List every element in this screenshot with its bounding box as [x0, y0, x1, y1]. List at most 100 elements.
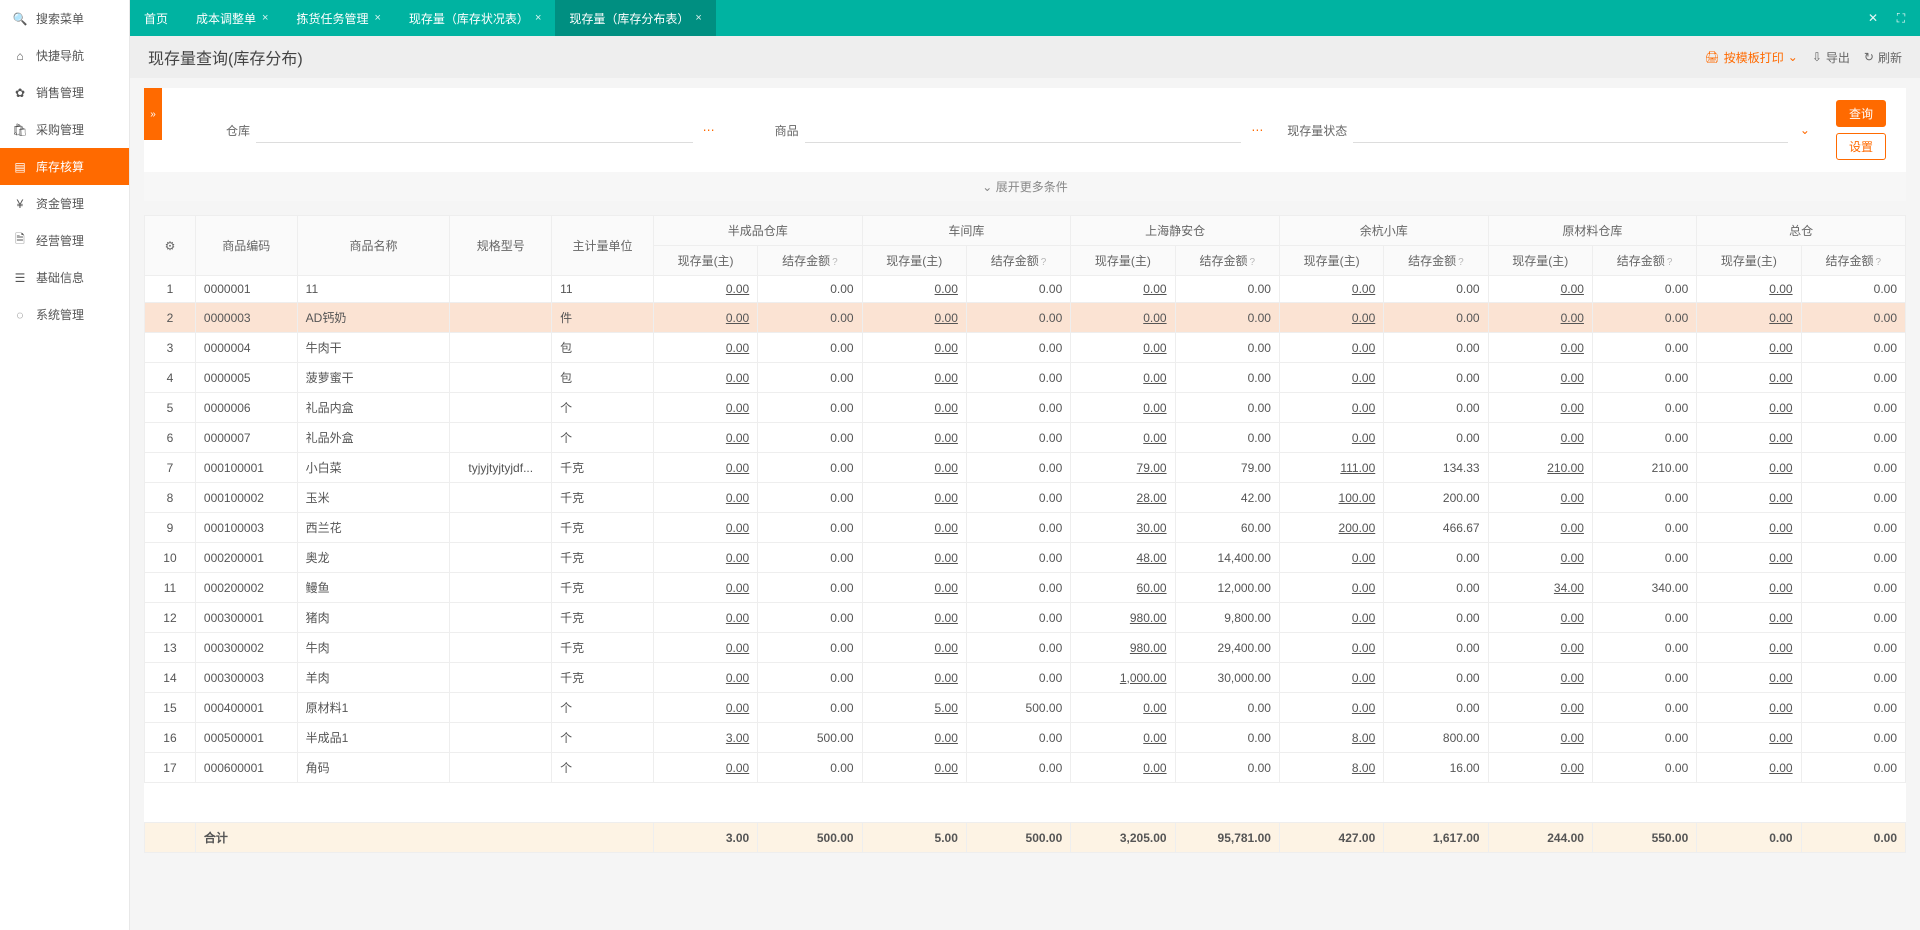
cell-qty[interactable]: 0.00 [1279, 693, 1383, 723]
sidebar-item-8[interactable]: ◌系统管理 [0, 296, 129, 333]
cell-qty[interactable]: 0.00 [653, 573, 757, 603]
cell-qty[interactable]: 0.00 [862, 663, 966, 693]
cell-qty[interactable]: 0.00 [1279, 663, 1383, 693]
table-row[interactable]: 2 0000003 AD钙奶 件0.000.000.000.000.000.00… [145, 303, 1906, 333]
cell-qty[interactable]: 0.00 [1071, 393, 1175, 423]
cell-qty[interactable]: 0.00 [1697, 633, 1801, 663]
cell-qty[interactable]: 200.00 [1279, 513, 1383, 543]
cell-qty[interactable]: 0.00 [1697, 543, 1801, 573]
cell-qty[interactable]: 0.00 [1279, 633, 1383, 663]
print-button[interactable]: 🖨 按模板打印 ⌄ [1705, 49, 1798, 66]
table-row[interactable]: 8 000100002 玉米 千克0.000.000.000.0028.0042… [145, 483, 1906, 513]
cell-qty[interactable]: 0.00 [1488, 276, 1592, 303]
refresh-button[interactable]: ↻ 刷新 [1864, 49, 1902, 66]
tab-4[interactable]: 现存量（库存分布表）× [555, 0, 715, 36]
cell-qty[interactable]: 0.00 [1279, 303, 1383, 333]
cell-qty[interactable]: 0.00 [1071, 693, 1175, 723]
cell-qty[interactable]: 5.00 [862, 693, 966, 723]
filter-input-2[interactable] [1353, 117, 1788, 143]
sidebar-item-4[interactable]: ▤库存核算 [0, 148, 129, 185]
cell-qty[interactable]: 0.00 [862, 453, 966, 483]
table-row[interactable]: 9 000100003 西兰花 千克0.000.000.000.0030.006… [145, 513, 1906, 543]
sidebar-item-6[interactable]: 🗎经营管理 [0, 222, 129, 259]
tab-close-icon[interactable]: × [262, 12, 268, 24]
settings-button[interactable]: 设置 [1836, 133, 1886, 160]
cell-qty[interactable]: 0.00 [1488, 633, 1592, 663]
cell-qty[interactable]: 0.00 [1488, 543, 1592, 573]
cell-qty[interactable]: 0.00 [1488, 693, 1592, 723]
cell-qty[interactable]: 0.00 [1488, 513, 1592, 543]
cell-qty[interactable]: 0.00 [653, 453, 757, 483]
table-row[interactable]: 5 0000006 礼品内盒 个0.000.000.000.000.000.00… [145, 393, 1906, 423]
table-row[interactable]: 13 000300002 牛肉 千克0.000.000.000.00980.00… [145, 633, 1906, 663]
sidebar-item-3[interactable]: 🛍采购管理 [0, 111, 129, 148]
cell-qty[interactable]: 0.00 [862, 483, 966, 513]
cell-qty[interactable]: 0.00 [862, 303, 966, 333]
cell-qty[interactable]: 0.00 [653, 603, 757, 633]
cell-qty[interactable]: 0.00 [862, 633, 966, 663]
filter-input-1[interactable] [805, 117, 1242, 143]
table-row[interactable]: 10 000200001 奥龙 千克0.000.000.000.0048.001… [145, 543, 1906, 573]
cell-qty[interactable]: 0.00 [653, 483, 757, 513]
cell-qty[interactable]: 100.00 [1279, 483, 1383, 513]
cell-qty[interactable]: 79.00 [1071, 453, 1175, 483]
cell-qty[interactable]: 0.00 [1488, 423, 1592, 453]
cell-qty[interactable]: 0.00 [1279, 603, 1383, 633]
help-icon[interactable]: ? [1458, 257, 1464, 268]
cell-qty[interactable]: 30.00 [1071, 513, 1175, 543]
cell-qty[interactable]: 980.00 [1071, 603, 1175, 633]
filter-input-0[interactable] [256, 117, 693, 143]
tab-close-icon[interactable]: × [695, 12, 701, 24]
picker-icon[interactable]: ⋯ [699, 123, 719, 137]
picker-icon[interactable]: ⋯ [1247, 123, 1267, 137]
cell-qty[interactable]: 0.00 [1279, 333, 1383, 363]
cell-qty[interactable]: 0.00 [1071, 753, 1175, 783]
cell-qty[interactable]: 0.00 [862, 543, 966, 573]
cell-qty[interactable]: 0.00 [1697, 483, 1801, 513]
cell-qty[interactable]: 0.00 [1279, 393, 1383, 423]
sidebar-item-7[interactable]: ☰基础信息 [0, 259, 129, 296]
cell-qty[interactable]: 0.00 [653, 423, 757, 453]
cell-qty[interactable]: 0.00 [1488, 753, 1592, 783]
cell-qty[interactable]: 0.00 [1697, 393, 1801, 423]
cell-qty[interactable]: 60.00 [1071, 573, 1175, 603]
cell-qty[interactable]: 0.00 [1279, 573, 1383, 603]
cell-qty[interactable]: 0.00 [1697, 276, 1801, 303]
cell-qty[interactable]: 0.00 [1697, 753, 1801, 783]
cell-qty[interactable]: 0.00 [1279, 543, 1383, 573]
help-icon[interactable]: ? [832, 257, 838, 268]
cell-qty[interactable]: 0.00 [1488, 603, 1592, 633]
cell-qty[interactable]: 8.00 [1279, 753, 1383, 783]
cell-qty[interactable]: 0.00 [1488, 303, 1592, 333]
cell-qty[interactable]: 210.00 [1488, 453, 1592, 483]
table-row[interactable]: 3 0000004 牛肉干 包0.000.000.000.000.000.000… [145, 333, 1906, 363]
cell-qty[interactable]: 0.00 [653, 303, 757, 333]
cell-qty[interactable]: 0.00 [862, 393, 966, 423]
table-row[interactable]: 4 0000005 菠萝蜜干 包0.000.000.000.000.000.00… [145, 363, 1906, 393]
tabs-close-icon[interactable]: ✕ [1864, 9, 1882, 27]
cell-qty[interactable]: 980.00 [1071, 633, 1175, 663]
cell-qty[interactable]: 0.00 [1697, 723, 1801, 753]
cell-qty[interactable]: 0.00 [653, 333, 757, 363]
cell-qty[interactable]: 0.00 [1697, 693, 1801, 723]
cell-qty[interactable]: 0.00 [1697, 603, 1801, 633]
table-row[interactable]: 7 000100001 小白菜 tyjyjtyjtyjdf... 千克0.000… [145, 453, 1906, 483]
tab-close-icon[interactable]: × [374, 12, 380, 24]
cell-qty[interactable]: 0.00 [1488, 363, 1592, 393]
cell-qty[interactable]: 0.00 [1488, 723, 1592, 753]
cell-qty[interactable]: 0.00 [1697, 363, 1801, 393]
cell-qty[interactable]: 0.00 [1697, 513, 1801, 543]
tab-1[interactable]: 成本调整单× [182, 0, 282, 36]
chevron-down-icon[interactable]: ⌄ [1794, 123, 1816, 137]
cell-qty[interactable]: 0.00 [1697, 423, 1801, 453]
cell-qty[interactable]: 0.00 [862, 723, 966, 753]
cell-qty[interactable]: 1,000.00 [1071, 663, 1175, 693]
table-settings-icon[interactable]: ⚙ [145, 216, 196, 276]
cell-qty[interactable]: 0.00 [653, 663, 757, 693]
tab-3[interactable]: 现存量（库存状况表）× [395, 0, 555, 36]
cell-qty[interactable]: 0.00 [653, 693, 757, 723]
tab-0[interactable]: 首页 [130, 0, 182, 36]
cell-qty[interactable]: 0.00 [862, 363, 966, 393]
table-row[interactable]: 15 000400001 原材料1 个0.000.005.00500.000.0… [145, 693, 1906, 723]
cell-qty[interactable]: 0.00 [653, 543, 757, 573]
